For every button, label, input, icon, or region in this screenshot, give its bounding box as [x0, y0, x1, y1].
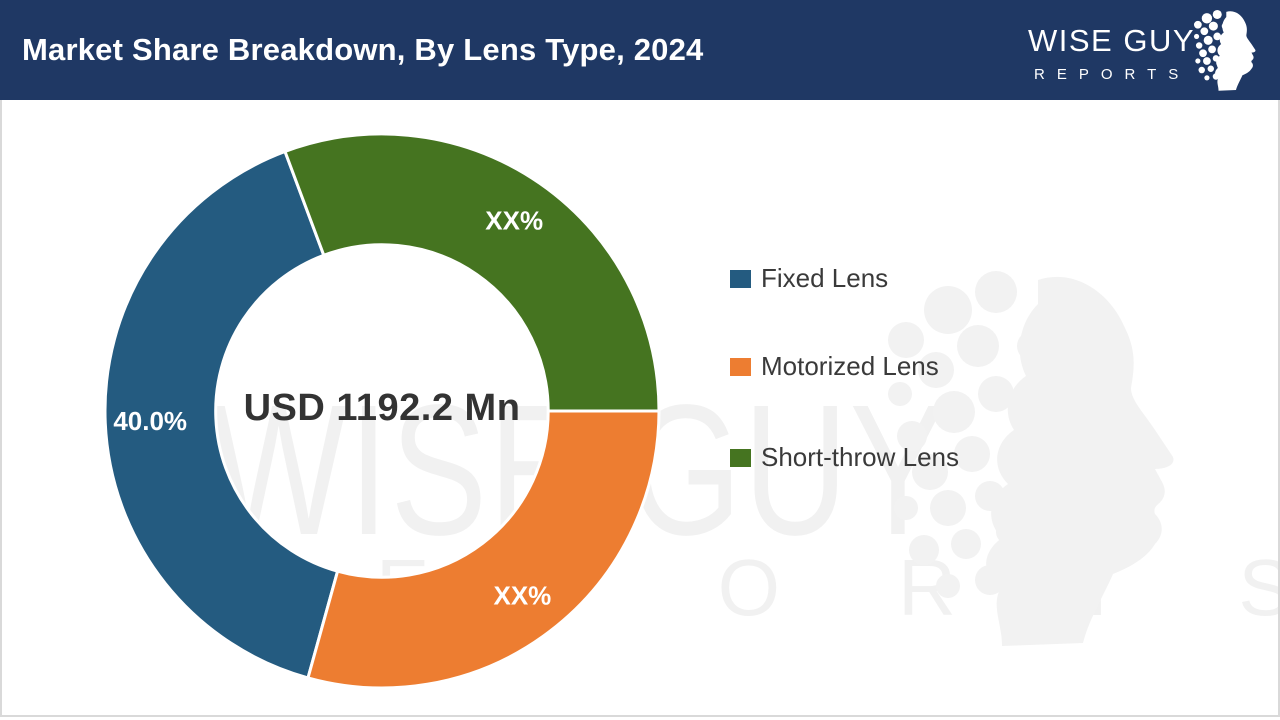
wiseguy-logo: WISE GUY REPORTS: [1028, 9, 1256, 91]
logo-subtext: REPORTS: [1034, 66, 1190, 83]
legend-swatch: [730, 357, 751, 376]
legend-label: Short-throw Lens: [761, 442, 959, 472]
legend-item-fixed-lens: Fixed Lens: [730, 263, 888, 294]
slice-value-label-short-throw-lens: XX%: [485, 205, 543, 235]
legend-item-motorized-lens: Motorized Lens: [730, 351, 939, 382]
legend-swatch: [730, 269, 751, 288]
donut-chart: 40.0% XX% XX%: [103, 132, 661, 690]
slice-value-label-motorized-lens: XX%: [493, 581, 551, 611]
logo-face-icon: [1193, 9, 1256, 91]
slice-value-label-fixed-lens: 40.0%: [113, 406, 187, 436]
legend-item-short-throw-lens: Short-throw Lens: [730, 442, 959, 473]
donut-slice-short-throw-lens: [283, 132, 661, 413]
donut-slice-motorized-lens: [306, 409, 661, 690]
header: Market Share Breakdown, By Lens Type, 20…: [0, 0, 1280, 100]
chart-area: WISE GUY R E P O R T S 40.0% XX% XX% USD 1…: [0, 100, 1280, 717]
legend-label: Fixed Lens: [761, 263, 889, 293]
donut-slice-fixed-lens: [103, 150, 340, 680]
legend-label: Motorized Lens: [761, 351, 939, 381]
logo-wordmark: WISE GUY: [1028, 23, 1195, 58]
legend-swatch: [730, 448, 751, 467]
chart-center-value: USD 1192.2 Mn: [243, 387, 521, 429]
page-title: Market Share Breakdown, By Lens Type, 20…: [22, 32, 704, 67]
